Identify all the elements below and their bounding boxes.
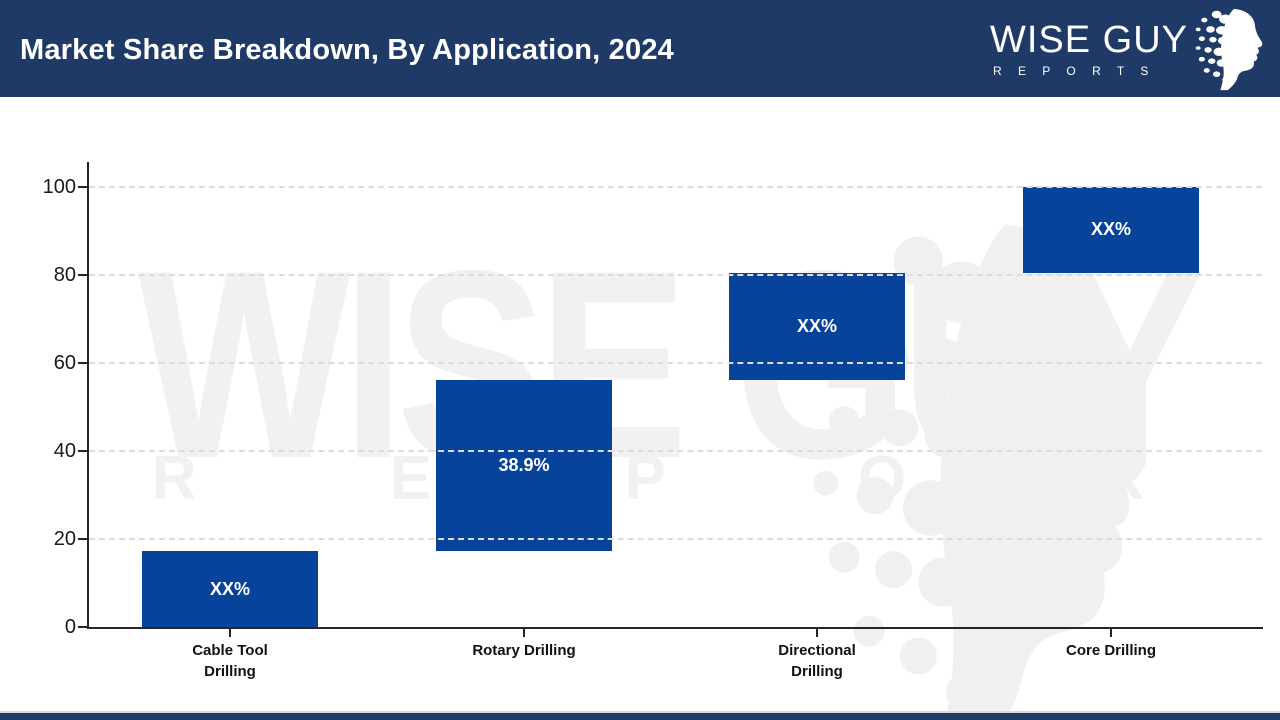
gridline xyxy=(89,186,1262,188)
x-tick-mark xyxy=(523,629,525,637)
y-tick-label: 60 xyxy=(53,352,76,374)
x-tick-label: Core Drilling xyxy=(1065,642,1156,659)
y-tick-label: 0 xyxy=(64,616,76,638)
brand-logo: WISE GUY R E P O R T S xyxy=(990,6,1266,92)
bar: XX% xyxy=(142,551,318,627)
gridline xyxy=(89,274,1262,276)
y-tick-label: 40 xyxy=(53,440,76,462)
brand-logo-text: WISE GUY R E P O R T S xyxy=(990,21,1188,78)
gridline xyxy=(89,450,1262,452)
bar: XX% xyxy=(1023,187,1199,273)
brand-name: WISE GUY xyxy=(989,18,1188,61)
bar-value-label: 38.9% xyxy=(498,455,550,476)
bar: XX% xyxy=(729,272,905,381)
y-tick-label: 80 xyxy=(53,264,76,286)
y-tick-mark xyxy=(78,362,88,364)
bar: 38.9% xyxy=(436,380,612,552)
y-tick-mark xyxy=(78,626,88,628)
y-tick-label: 100 xyxy=(42,176,76,198)
x-tick-label: Cable Tool Drilling xyxy=(192,642,268,680)
chart-title: Market Share Breakdown, By Application, … xyxy=(20,34,674,66)
gridline xyxy=(89,362,1262,364)
header-bar: Market Share Breakdown, By Application, … xyxy=(0,0,1280,97)
watermark-face-dots-icon xyxy=(813,224,1147,720)
x-tick-label: Directional Drilling xyxy=(778,642,856,680)
x-tick-label: Rotary Drilling xyxy=(472,642,576,659)
x-tick-mark xyxy=(1110,629,1112,637)
y-tick-mark xyxy=(78,450,88,452)
x-tick-mark xyxy=(816,629,818,637)
y-tick-mark xyxy=(78,538,88,540)
footer-bar xyxy=(0,713,1280,720)
brand-subtitle: R E P O R T S xyxy=(992,63,1155,78)
gridline xyxy=(89,538,1262,540)
x-tick-mark xyxy=(229,629,231,637)
y-tick-mark xyxy=(78,186,88,188)
y-tick-mark xyxy=(78,274,88,276)
brand-face-dots-icon xyxy=(1195,8,1263,91)
bar-value-label: XX% xyxy=(209,578,251,599)
bar-value-label: XX% xyxy=(796,315,838,336)
x-axis-line xyxy=(87,627,1263,629)
y-tick-label: 20 xyxy=(53,528,76,550)
bottom-divider xyxy=(0,711,1280,713)
y-axis-line xyxy=(87,162,89,629)
bar-value-label: XX% xyxy=(1090,219,1132,240)
